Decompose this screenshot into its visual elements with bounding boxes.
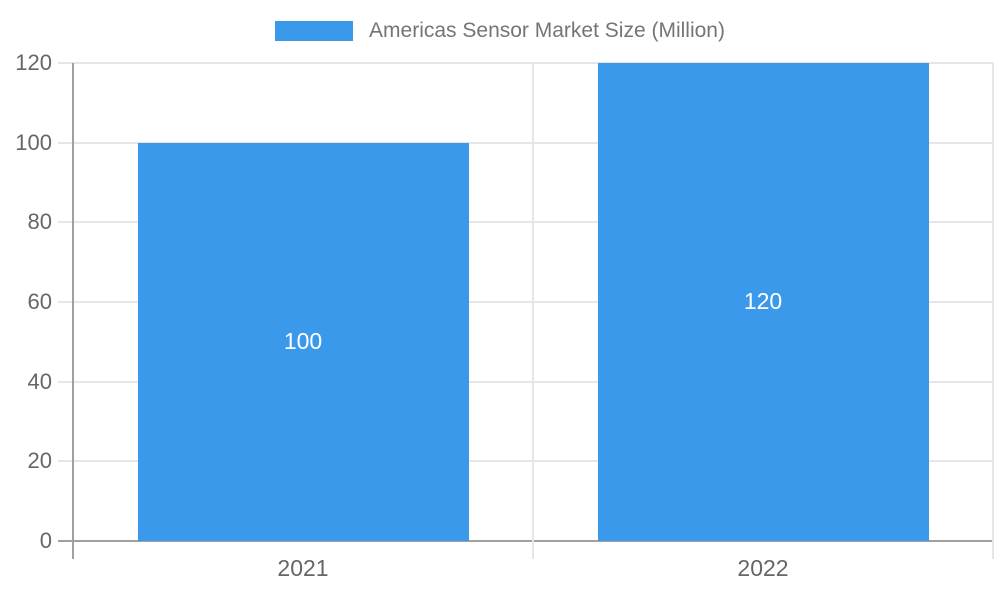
gridline xyxy=(58,62,993,64)
gridline xyxy=(58,221,993,224)
y-axis-tick-label: 100 xyxy=(15,129,52,155)
x-axis-tick xyxy=(532,541,534,559)
x-axis-tick xyxy=(992,541,994,559)
y-axis-tick-label: 0 xyxy=(39,528,52,553)
gridline xyxy=(58,301,993,303)
vertical-gridline xyxy=(532,63,534,541)
bar-2022[interactable] xyxy=(597,63,929,541)
y-axis-tick-label: 20 xyxy=(27,448,52,474)
gridline xyxy=(58,380,993,383)
legend-swatch xyxy=(275,21,354,41)
gridline xyxy=(58,460,993,463)
vertical-gridline xyxy=(992,63,994,541)
y-axis-tick-label: 120 xyxy=(15,50,52,75)
gridline xyxy=(58,141,993,144)
bar-value-label: 100 xyxy=(283,327,323,354)
bar-value-label: 120 xyxy=(743,288,783,314)
x-axis-tick-label: 2021 xyxy=(277,555,329,581)
y-axis-line xyxy=(72,63,74,559)
legend-label: Americas Sensor Market Size (Million) xyxy=(369,19,725,42)
x-axis-line xyxy=(58,540,993,542)
y-axis-tick-label: 80 xyxy=(27,209,52,235)
bar-2021[interactable] xyxy=(137,142,469,541)
y-axis-tick-label: 40 xyxy=(27,368,52,394)
legend[interactable]: Americas Sensor Market Size (Million) xyxy=(0,20,1000,42)
y-axis-tick-label: 60 xyxy=(27,289,52,314)
x-axis-tick-label: 2022 xyxy=(737,555,789,581)
